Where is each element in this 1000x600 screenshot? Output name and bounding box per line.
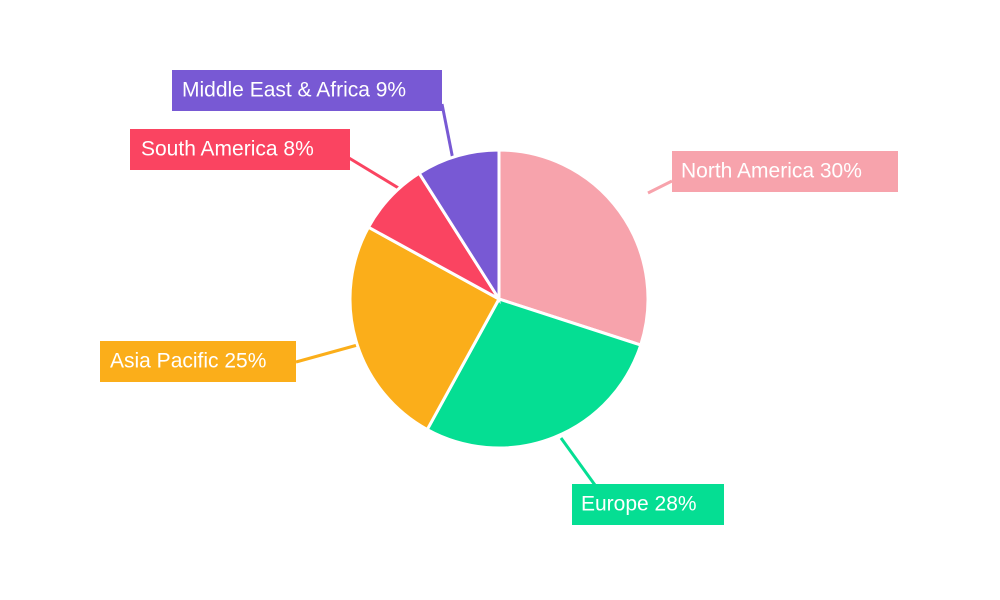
label-box-north-america [672,151,898,192]
label-text-south-america: South America 8% [141,138,314,161]
label-box-asia-pacific [100,341,296,382]
slice-label-asia-pacific[interactable]: Asia Pacific 25% [100,341,296,382]
slice-label-europe[interactable]: Europe 28% [572,484,724,525]
pie-slice-middle-east-and-africa[interactable]: Middle East & Africa 9% [417,148,501,305]
leader-line-europe [559,437,602,493]
slice-label-group: North America 30%Europe 28%Asia Pacific … [100,70,898,525]
pie-slice-north-america[interactable]: North America 30% [497,148,650,347]
label-text-asia-pacific: Asia Pacific 25% [110,350,266,373]
slice-label-middle-east-and-africa[interactable]: Middle East & Africa 9% [172,70,442,111]
slice-label-south-america[interactable]: South America 8% [130,129,350,170]
label-text-europe: Europe 28% [581,493,697,516]
slice-label-north-america[interactable]: North America 30% [672,151,898,192]
pie-slice-asia-pacific[interactable]: Asia Pacific 25% [348,225,502,432]
label-box-middle-east-and-africa [172,70,442,111]
leader-line-north-america [647,179,673,195]
label-box-europe [572,484,724,525]
label-text-middle-east-and-africa: Middle East & Africa 9% [182,79,406,102]
pie-slice-europe[interactable]: Europe 28% [425,297,643,450]
pie-slice-group: North America 30%Europe 28%Asia Pacific … [348,148,650,450]
label-text-north-america: North America 30% [681,160,862,183]
label-box-south-america [130,129,350,170]
